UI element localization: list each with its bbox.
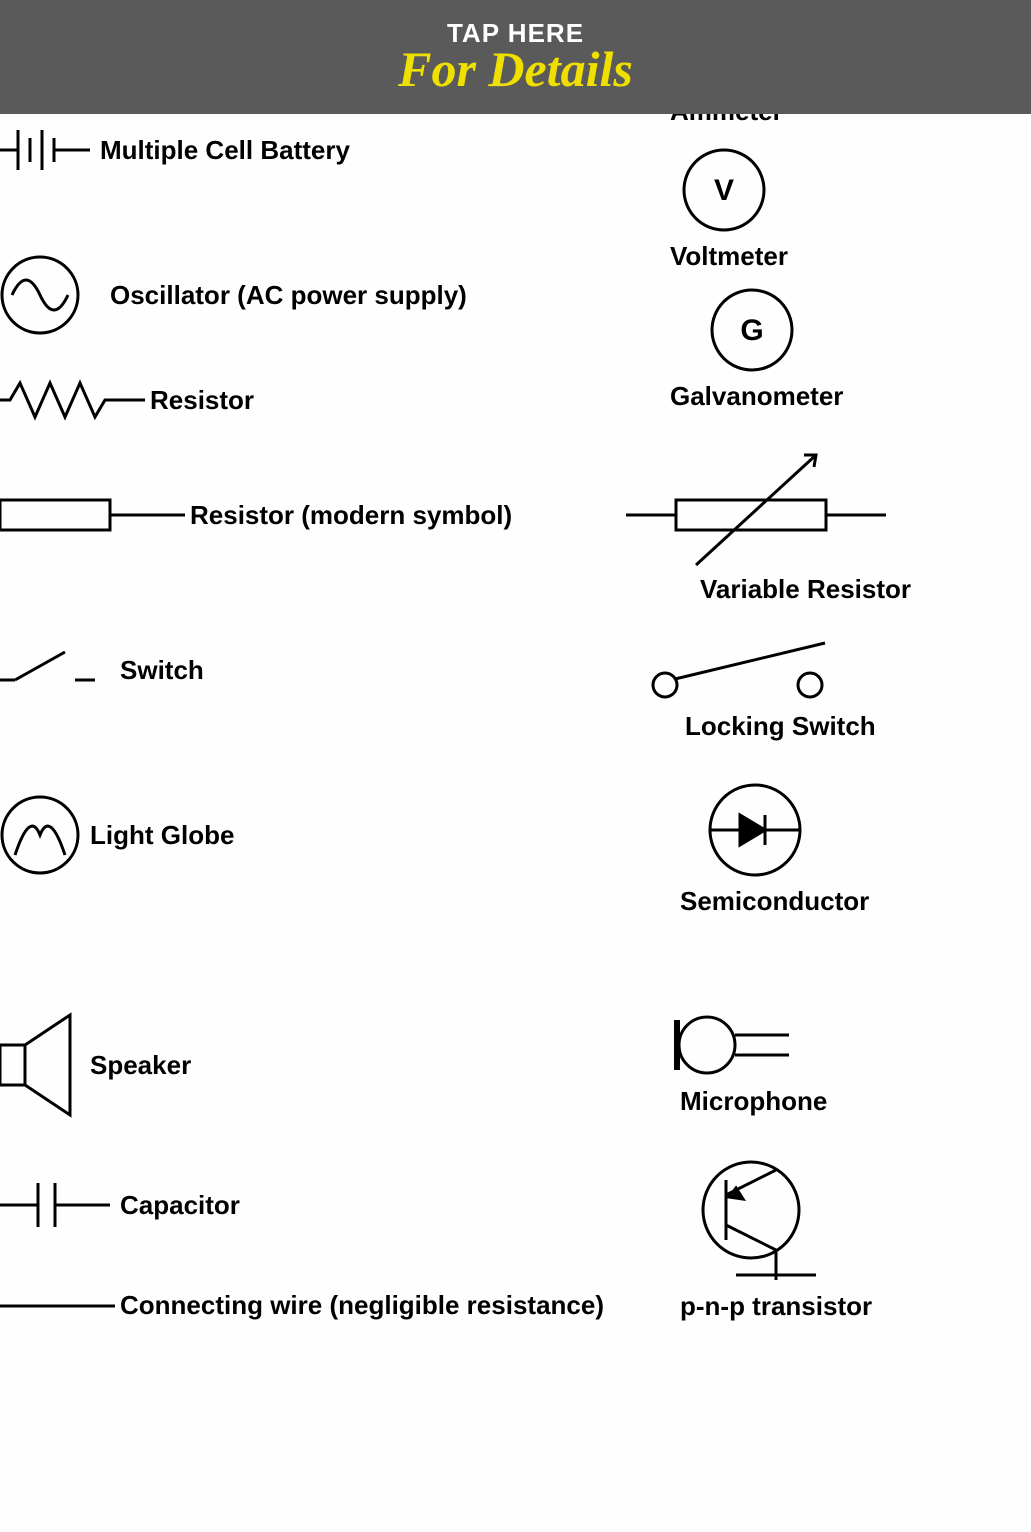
semiconductor-label: Semiconductor: [680, 886, 869, 917]
microphone-label: Microphone: [680, 1086, 827, 1117]
banner-line2: For Details: [398, 44, 633, 94]
resistor-zigzag-label: Resistor: [150, 385, 254, 416]
capacitor-label: Capacitor: [120, 1190, 240, 1221]
voltmeter-label: Voltmeter: [670, 241, 788, 272]
svg-text:V: V: [714, 174, 734, 207]
variable-resistor-label: Variable Resistor: [700, 574, 911, 605]
galvanometer-icon: G: [707, 285, 807, 375]
resistor-zigzag-icon: [0, 375, 150, 425]
row-voltmeter: V Voltmeter: [670, 145, 788, 272]
light-globe-icon: [0, 790, 90, 880]
row-oscillator: Oscillator (AC power supply): [0, 250, 467, 340]
light-globe-label: Light Globe: [90, 820, 234, 851]
cta-banner[interactable]: TAP HERE For Details: [0, 0, 1031, 114]
pnp-transistor-icon: [681, 1155, 821, 1285]
variable-resistor-icon: [626, 450, 886, 570]
row-variable-resistor: Variable Resistor: [600, 450, 911, 605]
row-microphone: Microphone: [650, 1010, 827, 1117]
multi-cell-battery-label: Multiple Cell Battery: [100, 135, 350, 166]
row-multi-cell-battery: Multiple Cell Battery: [0, 120, 350, 180]
row-speaker: Speaker: [0, 1010, 191, 1120]
connecting-wire-icon: [0, 1296, 120, 1316]
row-galvanometer: G Galvanometer: [670, 285, 843, 412]
row-pnp-transistor: p-n-p transistor: [630, 1155, 872, 1322]
voltmeter-icon: V: [679, 145, 779, 235]
resistor-modern-icon: [0, 490, 190, 540]
svg-text:G: G: [740, 314, 763, 347]
capacitor-icon: [0, 1175, 120, 1235]
microphone-icon: [669, 1010, 809, 1080]
galvanometer-label: Galvanometer: [670, 381, 843, 412]
multi-cell-battery-icon: [0, 120, 100, 180]
row-connecting-wire: Connecting wire (negligible resistance): [0, 1290, 604, 1321]
semiconductor-icon: [675, 780, 835, 880]
resistor-modern-label: Resistor (modern symbol): [190, 500, 512, 531]
row-light-globe: Light Globe: [0, 790, 234, 880]
locking-switch-label: Locking Switch: [685, 711, 876, 742]
row-resistor-zigzag: Resistor: [0, 375, 254, 425]
oscillator-label: Oscillator (AC power supply): [110, 280, 467, 311]
diagram-content: Single Cell Battery Multiple Cell Batter…: [0, 0, 1031, 1532]
switch-icon: [0, 640, 120, 700]
locking-switch-icon: [645, 635, 845, 705]
row-semiconductor: Semiconductor: [640, 780, 869, 917]
switch-label: Switch: [120, 655, 204, 686]
row-resistor-modern: Resistor (modern symbol): [0, 490, 512, 540]
oscillator-icon: [0, 250, 110, 340]
row-locking-switch: Locking Switch: [615, 635, 876, 742]
speaker-label: Speaker: [90, 1050, 191, 1081]
row-capacitor: Capacitor: [0, 1175, 240, 1235]
speaker-icon: [0, 1010, 90, 1120]
row-switch: Switch: [0, 640, 204, 700]
connecting-wire-label: Connecting wire (negligible resistance): [120, 1290, 604, 1321]
pnp-transistor-label: p-n-p transistor: [680, 1291, 872, 1322]
